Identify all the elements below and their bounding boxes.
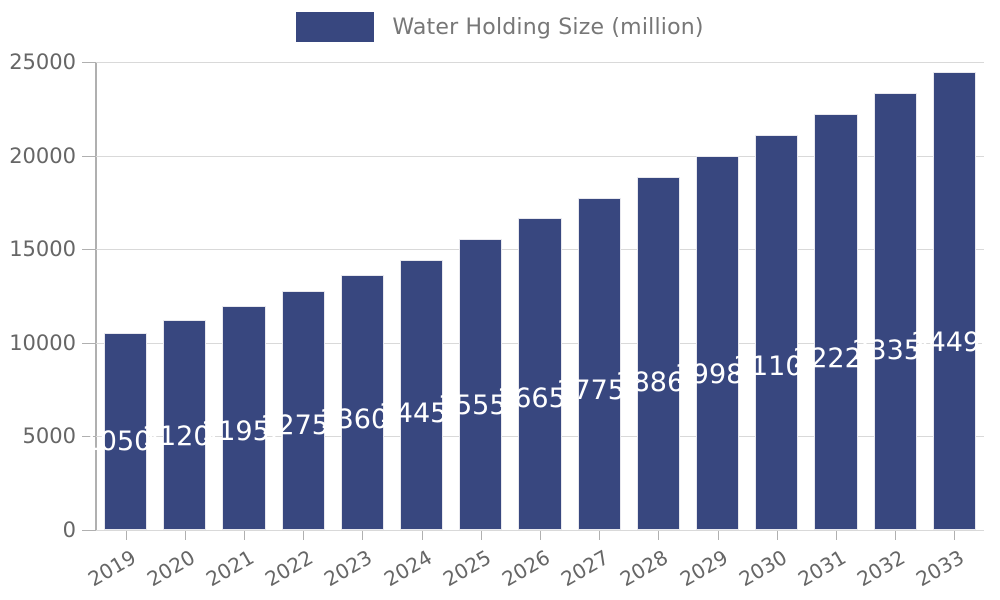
- x-tick-label: 2020: [142, 545, 199, 592]
- x-tick-mark: [125, 531, 127, 540]
- bar-2024[interactable]: 14450: [379, 62, 465, 530]
- bar-rect[interactable]: [281, 291, 325, 530]
- x-tick-label: 2031: [793, 545, 850, 592]
- x-tick-label: 2024: [379, 545, 436, 592]
- x-tick-label: 2023: [320, 545, 377, 592]
- y-axis-line: [95, 62, 97, 531]
- chart-legend: Water Holding Size (million): [0, 10, 1000, 44]
- bar-rect[interactable]: [222, 306, 266, 530]
- bar-2021[interactable]: 11950: [201, 62, 287, 530]
- y-tick-mark: [82, 249, 95, 251]
- x-tick-mark: [954, 531, 956, 540]
- bar-rect[interactable]: [459, 238, 503, 530]
- gridline: [96, 530, 984, 531]
- gridline: [96, 62, 984, 63]
- x-tick-label: 2027: [557, 545, 614, 592]
- bar-2031[interactable]: 22225: [793, 62, 879, 530]
- y-tick-label: 25000: [9, 50, 76, 74]
- bar-rect[interactable]: [518, 218, 562, 530]
- x-tick-mark: [836, 531, 837, 540]
- x-tick-label: 2026: [497, 545, 554, 592]
- x-tick-label: 2032: [853, 545, 910, 592]
- legend-swatch-water-holding-size: [296, 12, 375, 42]
- x-tick-mark: [717, 531, 719, 540]
- x-tick-mark: [658, 531, 660, 540]
- x-tick-mark: [540, 531, 541, 540]
- bar-rect[interactable]: [873, 92, 917, 530]
- bar-rect[interactable]: [577, 197, 621, 530]
- x-tick-label: 2028: [616, 545, 673, 592]
- x-axis: 2019 2020 2021 2022 2023 2024 2025 2026 2027 2028…: [84, 531, 984, 600]
- x-tick-mark: [362, 531, 364, 540]
- y-axis: 0 5000 10000 15000 20000 25000: [0, 0, 95, 600]
- bar-2019[interactable]: 10500: [83, 62, 169, 530]
- bar-rect[interactable]: [340, 275, 384, 530]
- bar-2033[interactable]: 24490: [911, 62, 997, 530]
- y-tick-mark: [82, 436, 95, 438]
- bar-2029[interactable]: 19980: [675, 62, 761, 530]
- y-tick-label: 10000: [9, 330, 76, 355]
- bar-rect[interactable]: [163, 320, 207, 530]
- x-tick-label: 2021: [201, 545, 258, 592]
- x-tick-label: 2025: [438, 545, 495, 592]
- bar-series-water-holding-size: 10500 11200 11950 12750 13600 14450 15550 16650…: [83, 62, 997, 530]
- x-tick-mark: [421, 531, 423, 540]
- x-tick-label: 2033: [912, 545, 969, 592]
- bar-2027[interactable]: 17755: [556, 62, 642, 530]
- bar-rect[interactable]: [932, 71, 976, 530]
- x-tick-label: 2029: [675, 545, 732, 592]
- gridline: [96, 155, 984, 157]
- bar-rect[interactable]: [399, 259, 444, 530]
- y-tick-mark: [82, 530, 95, 531]
- x-tick-mark: [895, 531, 897, 540]
- y-tick-label: 0: [62, 518, 76, 542]
- bar-2020[interactable]: 11200: [142, 62, 228, 530]
- bar-rect[interactable]: [103, 333, 148, 530]
- bar-2023[interactable]: 13600: [319, 62, 405, 530]
- bar-2026[interactable]: 16650: [497, 62, 583, 530]
- bar-rect[interactable]: [636, 176, 680, 530]
- y-tick-mark: [82, 342, 95, 344]
- bar-rect[interactable]: [755, 135, 799, 530]
- y-tick-label: 20000: [9, 143, 76, 168]
- x-tick-mark: [244, 531, 245, 540]
- x-tick-mark: [599, 531, 601, 540]
- bar-rect[interactable]: [814, 113, 858, 530]
- x-tick-mark: [480, 531, 482, 540]
- y-tick-mark: [82, 155, 95, 157]
- bar-2032[interactable]: 23355: [852, 62, 938, 530]
- bar-2022[interactable]: 12750: [260, 62, 346, 530]
- x-tick-mark: [184, 531, 186, 540]
- x-tick-mark: [303, 531, 305, 540]
- x-tick-mark: [776, 531, 778, 540]
- legend-label-water-holding-size: Water Holding Size (million): [392, 14, 704, 40]
- y-tick-mark: [82, 62, 95, 63]
- y-tick-label: 15000: [9, 237, 76, 262]
- bar-2025[interactable]: 15550: [438, 62, 524, 530]
- bar-rect[interactable]: [695, 155, 740, 530]
- bar-2028[interactable]: 18865: [615, 62, 701, 530]
- y-tick-label: 5000: [22, 424, 76, 449]
- x-tick-label: 2022: [261, 545, 318, 592]
- x-tick-label: 2030: [734, 545, 791, 592]
- bar-2030[interactable]: 21100: [734, 62, 820, 530]
